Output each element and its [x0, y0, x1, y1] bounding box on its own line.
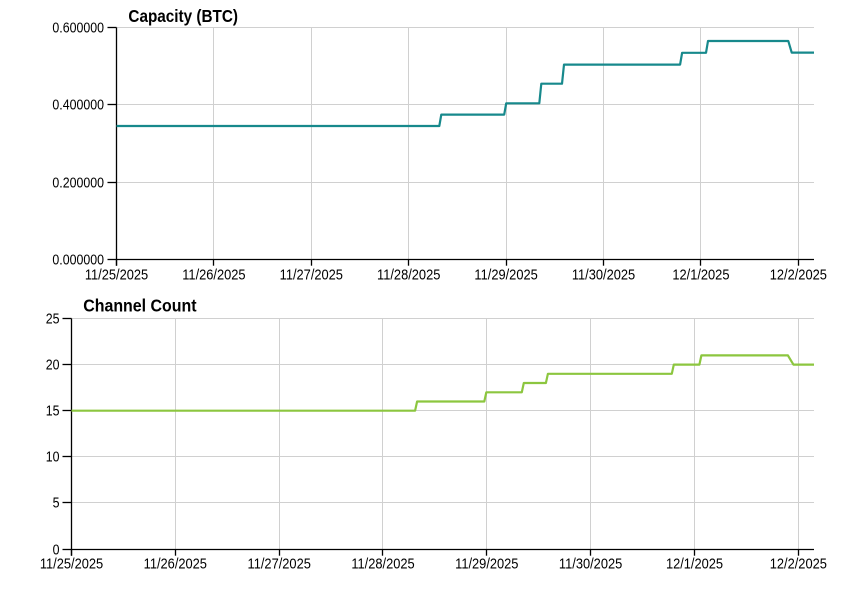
svg-text:12/2/2025: 12/2/2025 [770, 266, 827, 283]
svg-text:11/26/2025: 11/26/2025 [144, 555, 208, 572]
svg-text:11/25/2025: 11/25/2025 [40, 555, 104, 572]
svg-text:0.600000: 0.600000 [52, 20, 104, 36]
svg-text:12/1/2025: 12/1/2025 [666, 555, 723, 572]
svg-text:20: 20 [46, 357, 60, 373]
svg-text:11/26/2025: 11/26/2025 [182, 266, 246, 283]
svg-text:0.400000: 0.400000 [52, 97, 104, 113]
svg-text:11/29/2025: 11/29/2025 [474, 266, 538, 283]
svg-text:11/25/2025: 11/25/2025 [85, 266, 149, 283]
svg-text:10: 10 [46, 449, 60, 465]
svg-text:11/30/2025: 11/30/2025 [572, 266, 636, 283]
svg-text:Capacity (BTC): Capacity (BTC) [128, 6, 238, 26]
svg-text:11/29/2025: 11/29/2025 [455, 555, 519, 572]
svg-text:11/27/2025: 11/27/2025 [248, 555, 312, 572]
svg-text:0.200000: 0.200000 [52, 175, 104, 191]
svg-text:5: 5 [53, 495, 60, 511]
svg-text:12/2/2025: 12/2/2025 [770, 555, 827, 572]
svg-text:15: 15 [46, 403, 60, 419]
svg-text:25: 25 [46, 311, 60, 327]
svg-text:0.000000: 0.000000 [52, 252, 104, 268]
svg-text:11/30/2025: 11/30/2025 [559, 555, 623, 572]
svg-text:Channel Count: Channel Count [83, 296, 197, 316]
svg-text:11/27/2025: 11/27/2025 [280, 266, 344, 283]
svg-text:11/28/2025: 11/28/2025 [377, 266, 441, 283]
svg-text:11/28/2025: 11/28/2025 [351, 555, 415, 572]
svg-text:0: 0 [53, 542, 60, 558]
svg-text:12/1/2025: 12/1/2025 [672, 266, 729, 283]
